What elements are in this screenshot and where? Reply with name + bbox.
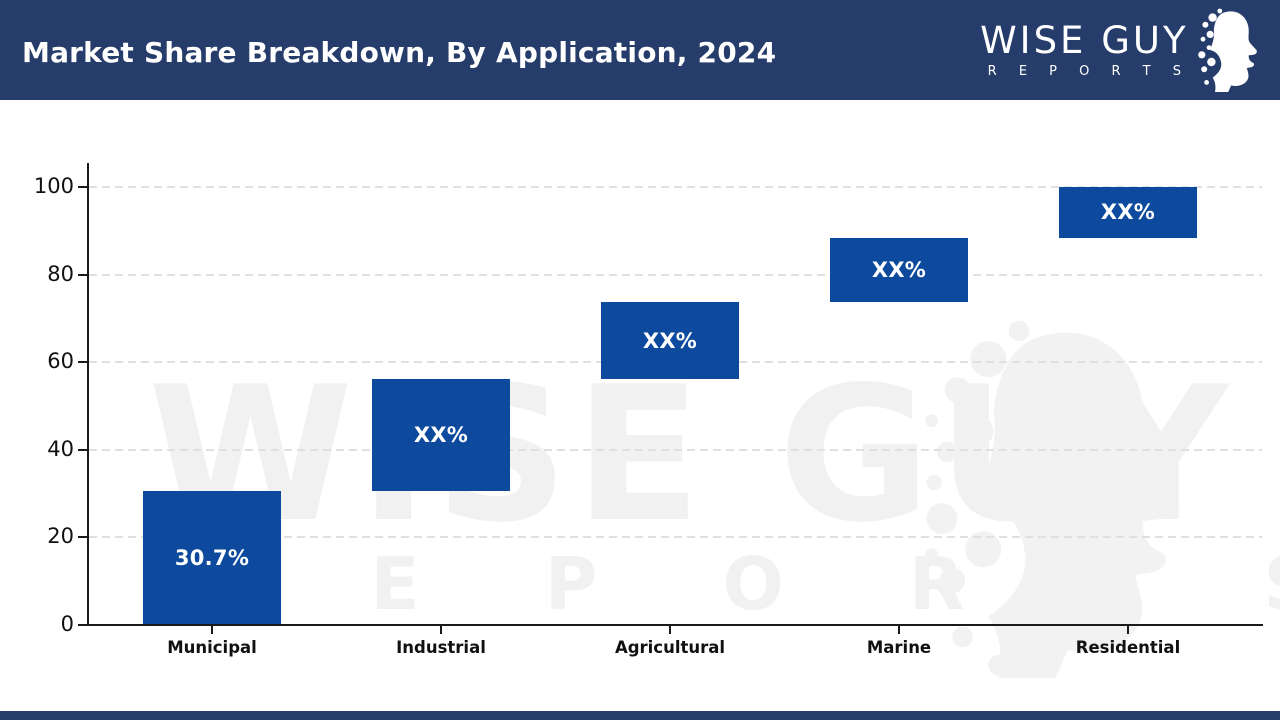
x-tick xyxy=(211,625,213,634)
x-category-label: Industrial xyxy=(396,638,486,657)
bar-industrial: XX% xyxy=(372,378,510,491)
y-tick xyxy=(78,273,88,276)
bar-value-label: XX% xyxy=(413,422,469,447)
x-tick xyxy=(440,625,442,634)
y-tick xyxy=(78,624,88,626)
y-tick xyxy=(78,536,88,539)
bar-value-label: XX% xyxy=(1100,200,1156,225)
x-tick xyxy=(1127,625,1129,634)
y-axis-spine xyxy=(87,163,89,626)
bar-municipal: 30.7% xyxy=(143,490,281,625)
logo-wordmark: WISE GUY R E P O R T S xyxy=(979,22,1190,78)
bar-marine: XX% xyxy=(830,237,968,303)
footer-bar xyxy=(0,711,1280,720)
y-tick-label: 20 xyxy=(47,524,74,549)
plot-area: WISE GUY R E P O R T S 0 20 40 60 80 100 30.7%… xyxy=(0,100,1280,711)
y-tick xyxy=(78,448,88,451)
watermark-face xyxy=(925,320,1178,678)
gridline xyxy=(89,448,1262,451)
bar-agricultural: XX% xyxy=(601,302,739,379)
x-tick xyxy=(669,625,671,634)
y-tick-label: 40 xyxy=(47,436,74,461)
y-tick xyxy=(78,186,88,188)
x-axis-spine xyxy=(87,624,1263,626)
logo-wordmark-line1: WISE GUY xyxy=(980,19,1189,62)
logo-face-icon xyxy=(1198,8,1257,92)
brand-logo: WISE GUY R E P O R T S xyxy=(979,8,1258,92)
x-category-label: Agricultural xyxy=(614,638,726,657)
y-tick-label: 60 xyxy=(47,349,74,374)
bar-value-label: XX% xyxy=(642,328,698,353)
page-title: Market Share Breakdown, By Application, … xyxy=(22,35,777,69)
x-tick xyxy=(898,625,900,634)
x-category-label: Residential xyxy=(1075,638,1181,657)
y-tick-label: 0 xyxy=(60,612,74,636)
y-tick-label: 80 xyxy=(47,261,74,286)
bar-value-label: XX% xyxy=(871,257,927,282)
bar-value-label: 30.7% xyxy=(174,545,250,570)
x-category-label: Marine xyxy=(866,638,932,657)
gridline xyxy=(89,273,1262,276)
logo-wordmark-line2: R E P O R T S xyxy=(987,64,1190,79)
gridline xyxy=(89,186,1262,188)
bar-residential: XX% xyxy=(1059,187,1197,238)
x-category-label: Municipal xyxy=(167,638,257,657)
header-bar: Market Share Breakdown, By Application, … xyxy=(0,0,1280,100)
y-tick xyxy=(78,361,88,364)
gridline xyxy=(89,536,1262,539)
y-tick-label: 100 xyxy=(33,174,74,198)
